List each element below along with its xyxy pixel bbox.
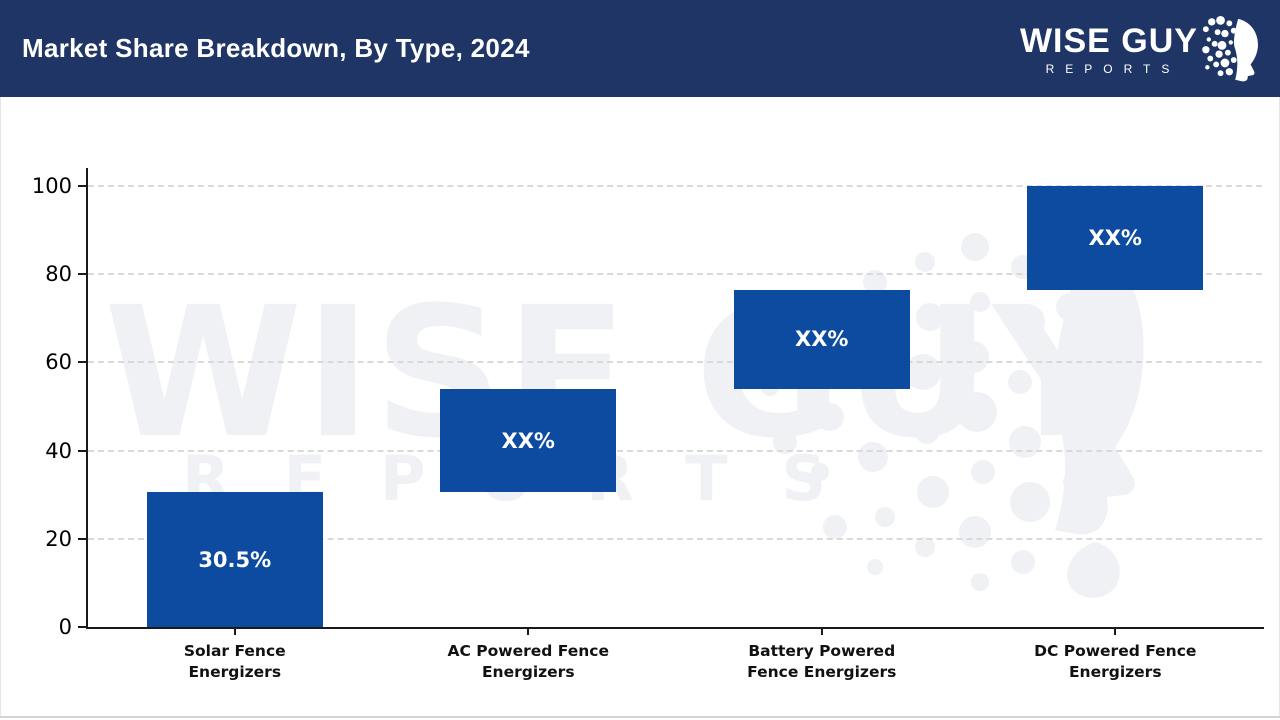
bar-2: XX% xyxy=(440,388,617,493)
y-tick-mark xyxy=(78,537,86,540)
y-tick-mark xyxy=(78,273,86,276)
y-tick-label: 0 xyxy=(58,615,72,639)
x-category-label: AC Powered Fence Energizers xyxy=(398,641,658,683)
y-tick-mark xyxy=(78,185,86,187)
x-category-label-line: Solar Fence xyxy=(183,642,286,660)
page-title: Market Share Breakdown, By Type, 2024 xyxy=(22,33,530,63)
x-category-label-line: Battery Powered xyxy=(748,642,896,660)
bar-1: 30.5% xyxy=(146,492,323,627)
y-tick-mark xyxy=(78,449,86,452)
logo-face-icon xyxy=(1202,16,1258,82)
x-category-label-line: Energizers xyxy=(188,663,282,681)
y-axis-line xyxy=(86,168,88,629)
x-tick-mark xyxy=(527,627,530,635)
y-tick-label: 60 xyxy=(45,350,72,375)
bar-4: XX% xyxy=(1027,186,1204,290)
logo-subtitle: REPORTS xyxy=(1045,61,1181,76)
logo-text: WISE GUY REPORTS xyxy=(1020,23,1198,76)
bar-3: XX% xyxy=(733,289,910,389)
x-category-label-line: Fence Energizers xyxy=(747,663,897,681)
bar-value-label: XX% xyxy=(795,327,849,352)
y-tick-label: 80 xyxy=(45,262,72,287)
bar-value-label: 30.5% xyxy=(198,547,272,572)
y-tick-mark xyxy=(78,361,86,364)
x-axis-label-area: Solar Fence Energizers AC Powered Fence Ene… xyxy=(88,641,1262,701)
x-category-label: Solar Fence Energizers xyxy=(105,641,365,683)
logo-wordmark: WISE GUY xyxy=(1019,21,1198,60)
gridline xyxy=(88,361,1262,364)
y-tick-label: 20 xyxy=(45,526,72,551)
x-axis-line xyxy=(86,627,1264,629)
gridline xyxy=(88,449,1262,452)
y-tick-label: 40 xyxy=(45,438,72,463)
y-tick-label: 100 xyxy=(31,174,72,198)
x-category-label-line: DC Powered Fence xyxy=(1034,642,1197,660)
x-category-label: DC Powered Fence Energizers xyxy=(985,641,1245,683)
x-category-label-line: Energizers xyxy=(481,663,575,681)
x-tick-mark xyxy=(233,627,236,635)
gridline xyxy=(88,537,1262,540)
x-category-label-line: AC Powered Fence xyxy=(447,642,609,660)
bar-value-label: XX% xyxy=(501,428,555,453)
header-banner: Market Share Breakdown, By Type, 2024 WI… xyxy=(0,0,1280,97)
wise-guy-reports-logo: WISE GUY REPORTS xyxy=(1020,4,1266,94)
bottom-divider xyxy=(0,716,1280,718)
y-tick-mark xyxy=(78,626,86,628)
x-category-label-line: Energizers xyxy=(1068,663,1162,681)
x-category-label: Battery Powered Fence Energizers xyxy=(692,641,952,683)
bar-value-label: XX% xyxy=(1088,225,1142,250)
y-axis-tick-area: 0 20 40 60 80 100 xyxy=(0,174,86,639)
x-tick-mark xyxy=(1114,627,1117,635)
gridline xyxy=(88,185,1262,187)
gridline xyxy=(88,273,1262,276)
plot-area: 30.5% XX% XX% XX% xyxy=(88,185,1262,635)
x-tick-mark xyxy=(820,627,823,635)
